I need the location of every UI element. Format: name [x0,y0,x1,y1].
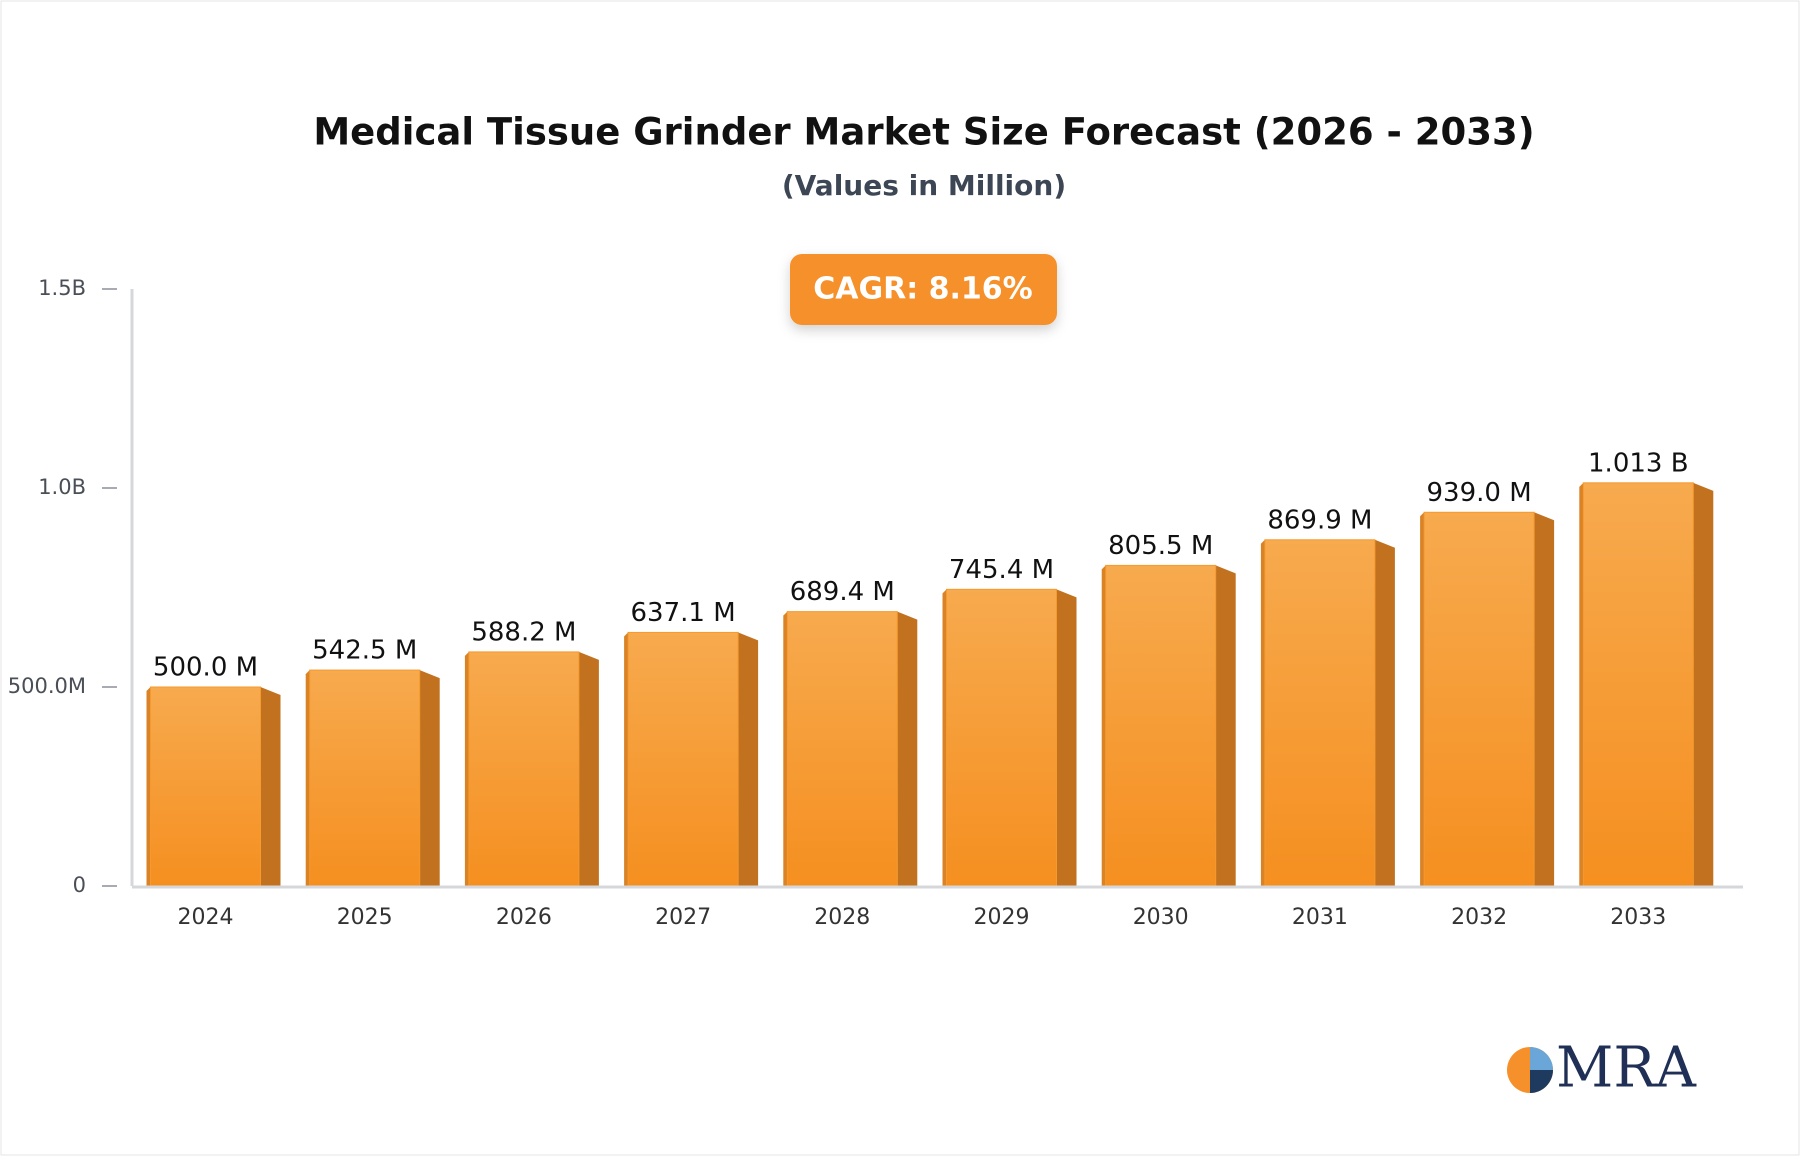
bar [1582,482,1694,887]
value-label: 1.013 B [1588,448,1689,478]
value-label: 805.5 M [1108,531,1213,561]
y-tick-label: 0 [73,873,86,897]
chart-title: Medical Tissue Grinder Market Size Forec… [313,111,1534,154]
bar-side [738,632,759,886]
bar-side [1215,565,1236,886]
x-tick-label: 2029 [974,905,1030,930]
bar [150,686,261,887]
bar-edge [146,687,151,886]
cagr-badge [790,254,1057,325]
bar-edge [1579,482,1584,886]
bar-edge [464,651,469,886]
x-tick-label: 2028 [814,905,870,930]
bar-side [419,670,440,886]
bar [1423,511,1535,887]
logo-text: MRA [1556,1036,1697,1101]
y-tick-label: 1.5B [38,276,86,300]
bar-side [260,687,281,886]
bar-edge [305,670,310,886]
bar [627,631,739,887]
bar-edge [942,589,947,886]
y-tick-label: 1.0B [38,475,86,499]
bar [1105,564,1217,887]
bar-edge [1260,539,1265,886]
value-label: 588.2 M [471,617,576,647]
value-label: 500.0 M [153,653,258,683]
bar-side [1534,512,1555,886]
chart-subtitle: (Values in Million) [782,169,1066,202]
bar [946,588,1057,887]
bar [468,651,580,887]
bar [786,611,898,887]
value-label: 637.1 M [631,598,736,628]
bar-edge [624,632,629,886]
bar [309,669,421,887]
logo-icon-part [1530,1070,1553,1093]
y-tick-label: 500.0M [8,674,86,698]
bar [1264,539,1376,887]
value-label: 869.9 M [1267,505,1372,535]
bar-edge [1101,565,1106,886]
value-label: 542.5 M [312,636,417,666]
x-tick-label: 2024 [178,905,234,930]
x-tick-label: 2031 [1292,905,1348,930]
bar-side [1374,539,1395,886]
value-label: 939.0 M [1427,478,1532,508]
bar-side [578,651,599,886]
x-tick-label: 2033 [1610,905,1666,930]
bar-edge [783,611,788,886]
x-tick-label: 2025 [337,905,393,930]
value-label: 745.4 M [949,555,1054,585]
bar-side [1693,482,1714,886]
cagr-text: CAGR: 8.16% [813,272,1032,307]
x-tick-label: 2032 [1451,905,1507,930]
bar-side [897,611,918,886]
x-tick-label: 2030 [1133,905,1189,930]
logo-icon-part [1530,1047,1553,1070]
bar-edge [1420,512,1425,886]
logo: MRA [1507,1036,1697,1101]
value-label: 689.4 M [790,577,895,607]
x-tick-label: 2027 [655,905,711,930]
x-tick-label: 2026 [496,905,552,930]
bar-side [1056,589,1077,886]
